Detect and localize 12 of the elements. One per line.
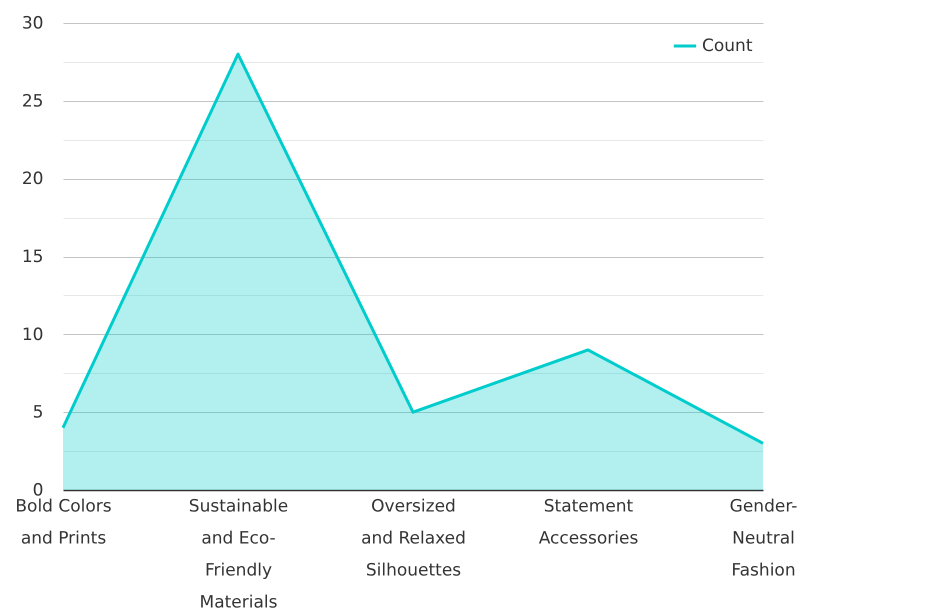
y-tick-label: 10 [22, 324, 44, 345]
y-tick-label: 5 [32, 402, 44, 423]
x-tick-label: Statement Accessories [538, 496, 638, 548]
legend-label: Count [702, 36, 753, 56]
x-tick-label: Bold Colors and Prints [15, 496, 112, 548]
y-tick-label: 30 [22, 14, 44, 34]
x-tick-label: Oversized and Relaxed Silhouettes [361, 496, 466, 580]
y-tick-label: 25 [22, 91, 44, 112]
y-tick-label: 20 [22, 169, 44, 190]
y-tick-label: 15 [22, 247, 44, 267]
x-tick-label: Gender-Neutral Fashion [730, 496, 798, 580]
x-tick-label: Sustainable and Eco-Friendly Materials [188, 496, 288, 612]
